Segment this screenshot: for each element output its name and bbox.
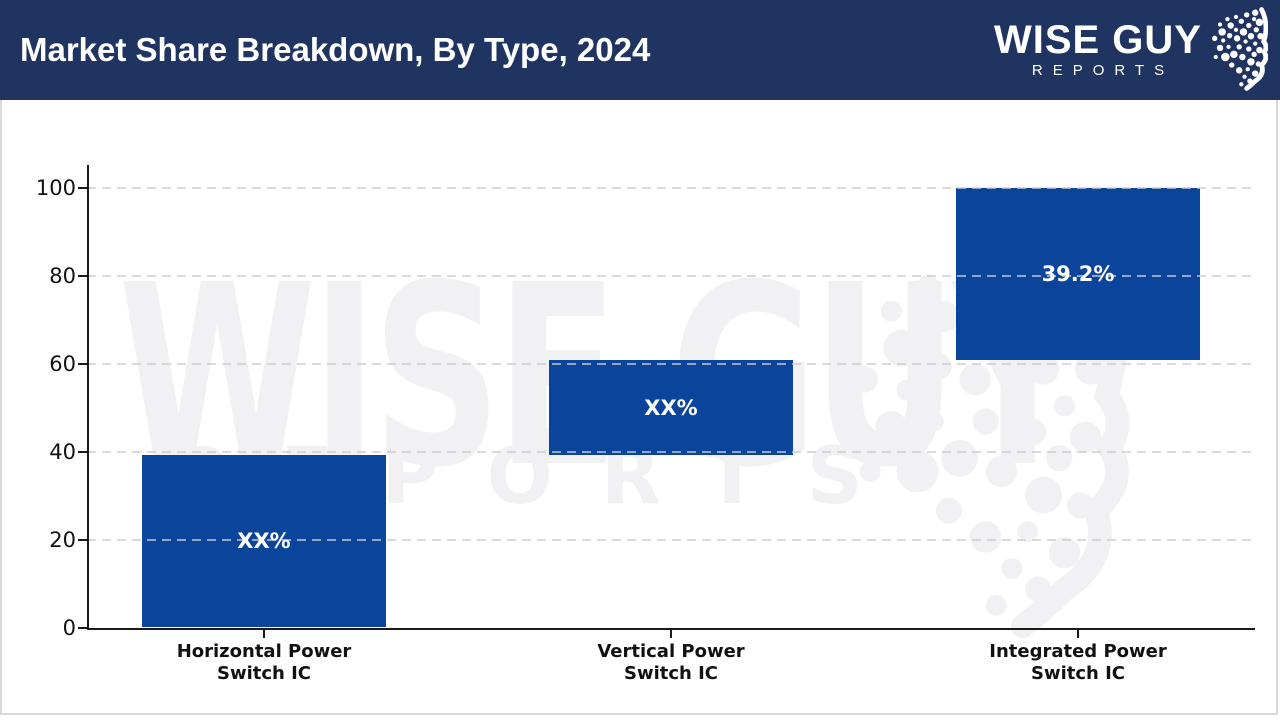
bar-value-label: XX%	[644, 395, 698, 420]
brand-name: WISE GUY	[993, 17, 1202, 62]
y-tick-label: 0	[62, 615, 76, 640]
brand-logo: WISE GUY REPORTS	[994, 6, 1268, 92]
gridline	[87, 538, 1255, 541]
x-category-label: Horizontal Power Switch IC	[176, 640, 352, 684]
brand-reports-text: REPORTS	[1031, 61, 1175, 79]
y-tick-label: 60	[49, 351, 76, 376]
gridline	[87, 274, 1255, 277]
gridline	[87, 450, 1255, 453]
y-tick-mark	[78, 538, 87, 541]
gridline	[87, 362, 1255, 365]
y-tick-label: 80	[49, 263, 76, 288]
y-tick-label: 20	[49, 527, 76, 552]
bar-value-label: XX%	[237, 529, 291, 554]
y-tick-label: 100	[35, 175, 76, 200]
brand-logo-text: WISE GUY REPORTS	[994, 19, 1202, 80]
bar-segment	[142, 455, 386, 628]
brand-face-dots-icon	[1212, 7, 1268, 91]
bar-segment	[956, 187, 1200, 360]
gridline	[87, 186, 1255, 189]
x-axis-line	[87, 627, 1255, 630]
y-tick-label: 40	[49, 439, 76, 464]
y-tick-mark	[78, 274, 87, 277]
x-category-label: Vertical Power Switch IC	[597, 640, 745, 684]
y-tick-mark	[78, 362, 87, 365]
bar-segment	[549, 359, 793, 455]
x-category-label: Integrated Power Switch IC	[989, 640, 1167, 684]
x-tick-mark	[1077, 629, 1079, 638]
y-tick-mark	[78, 450, 87, 453]
chart-plot-area: XX% XX% 39.2% 0 20 40 60 80 100 Horizontal Power …	[0, 100, 1280, 720]
y-tick-mark	[78, 626, 87, 629]
y-tick-mark	[78, 186, 87, 189]
x-tick-mark	[670, 629, 672, 638]
chart-title: Market Share Breakdown, By Type, 2024	[20, 31, 651, 68]
y-axis-line	[87, 164, 89, 630]
bar-value-label: 39.2%	[1041, 261, 1115, 286]
header-bar: Market Share Breakdown, By Type, 2024 WI…	[0, 0, 1280, 100]
x-tick-mark	[263, 629, 265, 638]
